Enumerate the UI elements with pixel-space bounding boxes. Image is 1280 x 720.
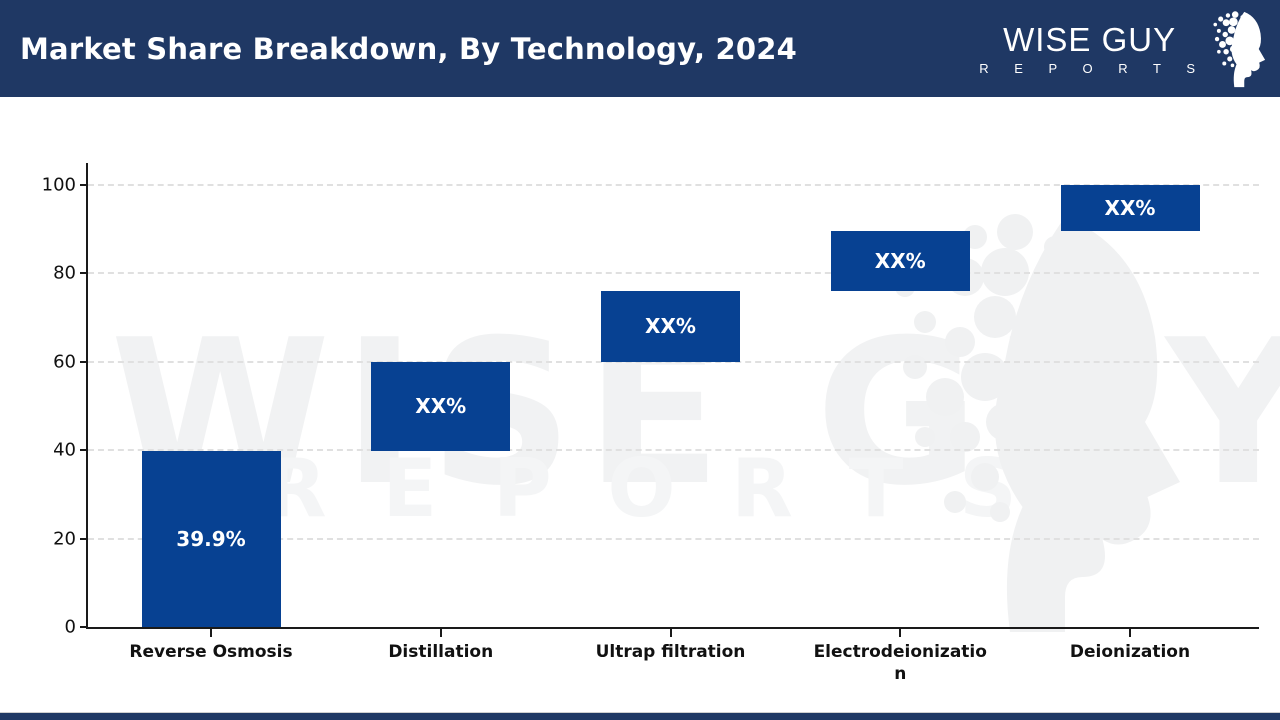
bar-value-label: XX% <box>415 394 467 419</box>
bar: XX% <box>601 291 740 362</box>
x-tick-mark <box>669 629 672 637</box>
logo-subtext: R E P O R T S <box>979 60 1206 76</box>
y-tick-mark <box>80 360 86 363</box>
plot-area: 0 20 40 60 80 100 39.9% Reverse Osmosis XX% Disti… <box>0 97 1280 713</box>
y-gridline <box>88 272 1259 275</box>
y-axis-line <box>86 163 88 629</box>
x-axis-line <box>86 627 1259 629</box>
logo-face-icon <box>1208 8 1266 90</box>
y-tick-mark <box>80 449 86 452</box>
x-category-label: Deionization <box>1069 642 1191 662</box>
y-tick-mark <box>80 272 86 275</box>
logo-text: WISE GUY R E P O R T S <box>973 23 1206 75</box>
y-gridline <box>88 449 1259 452</box>
x-tick-mark <box>210 629 212 637</box>
bar-value-label: XX% <box>645 314 696 339</box>
logo-wordmark: WISE GUY <box>1003 20 1177 58</box>
x-category-label: Reverse Osmosis <box>129 642 293 662</box>
wiseguy-logo: WISE GUY R E P O R T S <box>973 8 1266 90</box>
page-title: Market Share Breakdown, By Technology, 2… <box>20 31 798 66</box>
bar-value-label: XX% <box>1104 196 1156 221</box>
x-category-label: Ultrap filtration <box>595 642 746 662</box>
bar: 39.9% <box>141 450 281 627</box>
chart-canvas: WISE GUY R E P O R T S 0 20 40 60 80 100 39.9%… <box>0 97 1280 713</box>
x-category-label: Distillation <box>388 642 494 662</box>
bar: XX% <box>1060 185 1200 232</box>
header-bar: Market Share Breakdown, By Technology, 2… <box>0 0 1280 97</box>
y-tick-mark <box>80 626 86 628</box>
footer-bar <box>0 713 1280 720</box>
bar: XX% <box>371 361 511 451</box>
x-tick-mark <box>899 629 902 637</box>
x-category-label: Electrodeionizatio n <box>813 642 987 685</box>
y-tick-label: 40 <box>53 439 76 461</box>
x-tick-mark <box>1129 629 1131 637</box>
y-gridline <box>88 537 1259 540</box>
y-tick-label: 60 <box>53 351 76 373</box>
bar: XX% <box>830 231 970 292</box>
y-tick-label: 80 <box>53 262 76 284</box>
y-tick-label: 100 <box>41 174 76 196</box>
bottom-edge-line <box>0 712 1280 713</box>
y-gridline <box>88 360 1259 363</box>
y-tick-mark <box>80 537 86 540</box>
bar-value-label: 39.9% <box>176 526 246 551</box>
x-tick-mark <box>439 629 442 637</box>
y-tick-label: 0 <box>64 616 76 638</box>
bar-value-label: XX% <box>874 249 926 274</box>
y-gridline <box>88 184 1259 186</box>
y-tick-label: 20 <box>53 528 76 550</box>
y-tick-mark <box>80 184 86 186</box>
